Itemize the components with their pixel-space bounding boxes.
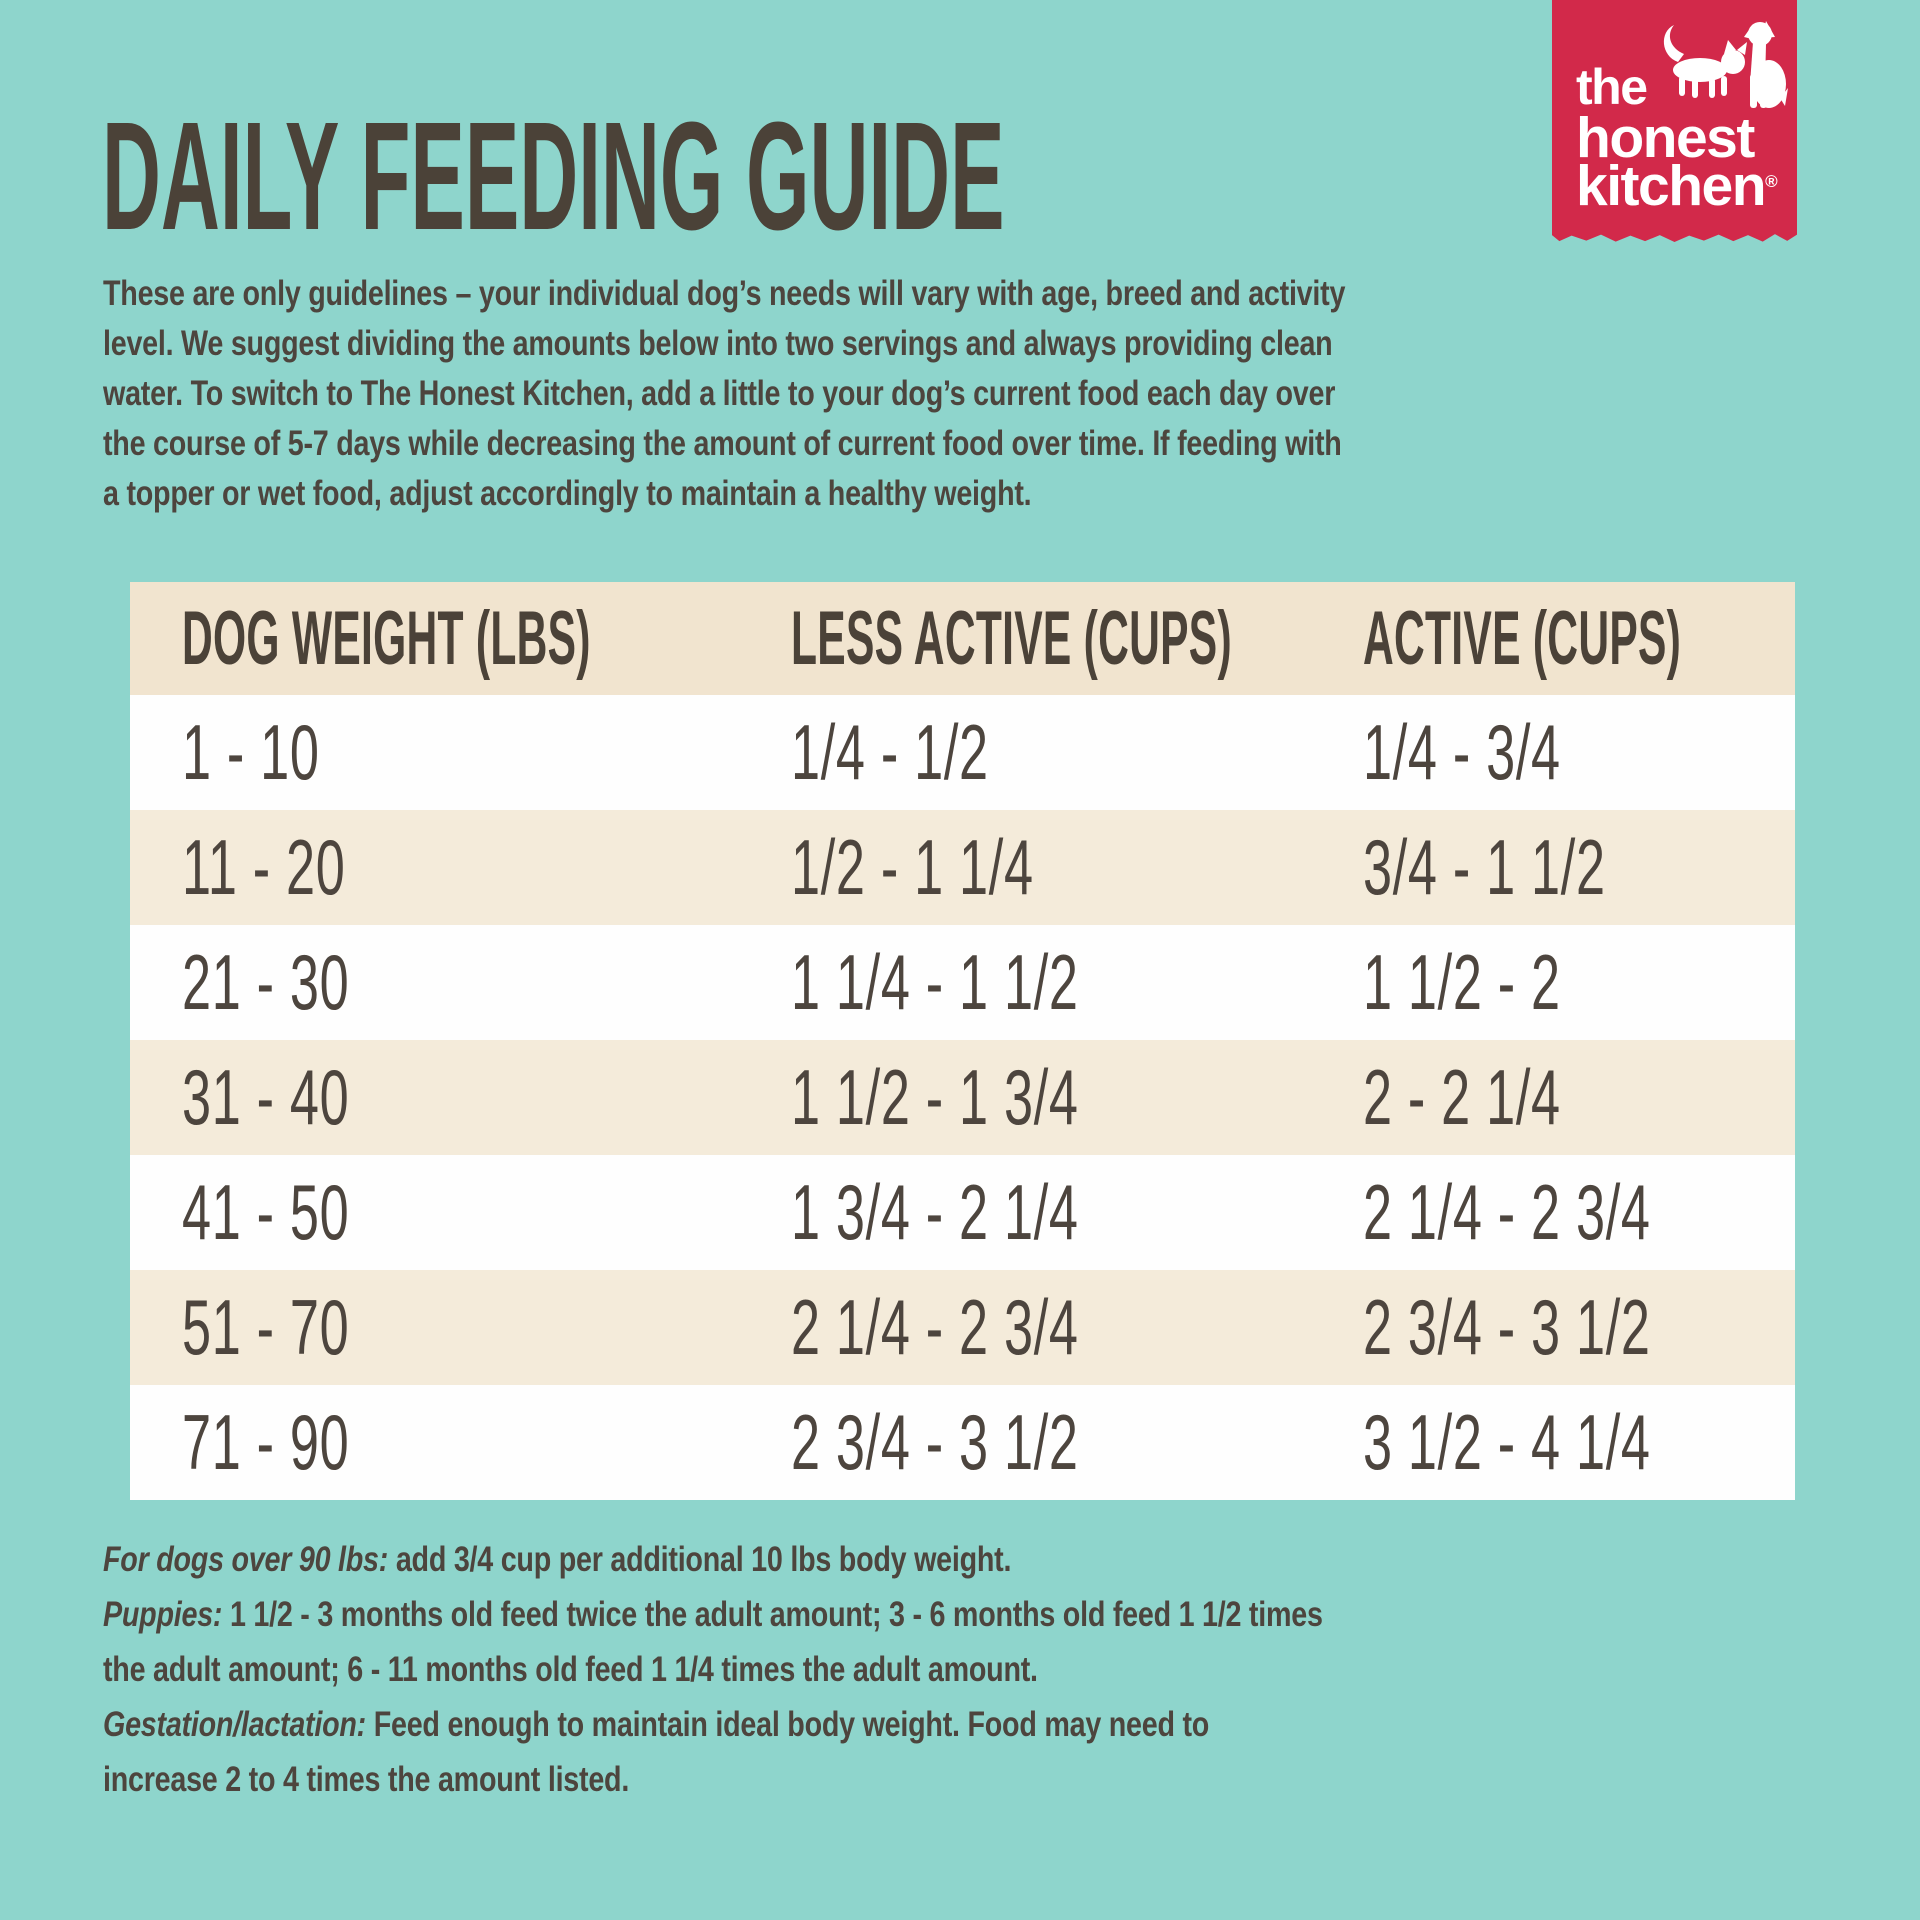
cell-active: 2 1/4 - 2 3/4 (1363, 1155, 1792, 1270)
cell-less-active: 2 1/4 - 2 3/4 (791, 1270, 1220, 1385)
note-label: For dogs over 90 lbs: (103, 1540, 389, 1579)
cell-dog-weight: 11 - 20 (182, 810, 426, 925)
cell-dog-weight: 1 - 10 (182, 695, 387, 810)
cell-value: 1 1/2 - 1 3/4 (791, 1053, 1079, 1141)
intro-line: These are only guidelines – your individ… (103, 274, 1346, 313)
cell-dog-weight: 21 - 30 (182, 925, 432, 1040)
cell-less-active: 1 1/2 - 1 3/4 (791, 1040, 1220, 1155)
cell-value: 1 3/4 - 2 1/4 (791, 1168, 1079, 1256)
cell-less-active: 1/2 - 1 1/4 (791, 810, 1153, 925)
column-header-label: LESS ACTIVE (CUPS) (791, 596, 1232, 681)
cell-value: 2 3/4 - 3 1/2 (791, 1398, 1079, 1486)
cell-dog-weight: 41 - 50 (182, 1155, 432, 1270)
cell-less-active: 1/4 - 1/2 (791, 695, 1086, 810)
cell-value: 1 1/4 - 1 1/2 (791, 938, 1079, 1026)
note-line-puppies-cont: the adult amount; 6 - 11 months old feed… (103, 1642, 1323, 1697)
column-header-dog-weight: DOG WEIGHT (LBS) (182, 582, 912, 695)
cell-value: 2 - 2 1/4 (1363, 1053, 1561, 1141)
cell-value: 51 - 70 (182, 1283, 350, 1371)
cell-dog-weight: 51 - 70 (182, 1270, 432, 1385)
cell-value: 11 - 20 (182, 823, 346, 911)
cat-icon (1663, 25, 1747, 98)
cell-value: 1/4 - 1/2 (791, 708, 989, 796)
cell-active: 3/4 - 1 1/2 (1363, 810, 1725, 925)
logo-word-the: the (1576, 59, 1648, 115)
note-text: add 3/4 cup per additional 10 lbs body w… (388, 1540, 1012, 1579)
note-line-gestation-cont: increase 2 to 4 times the amount listed. (103, 1752, 1323, 1807)
cell-active: 2 3/4 - 3 1/2 (1363, 1270, 1792, 1385)
logo-word-honest: honest (1576, 106, 1755, 170)
note-text: Feed enough to maintain ideal body weigh… (365, 1705, 1210, 1744)
cell-value: 2 3/4 - 3 1/2 (1363, 1283, 1651, 1371)
dog-icon (1744, 21, 1788, 108)
cell-active: 1 1/2 - 2 (1363, 925, 1658, 1040)
registered-trademark-symbol: ® (1765, 172, 1778, 191)
cell-value: 2 1/4 - 2 3/4 (1363, 1168, 1651, 1256)
cell-less-active: 1 1/4 - 1 1/2 (791, 925, 1220, 1040)
cell-value: 2 1/4 - 2 3/4 (791, 1283, 1079, 1371)
logo-word-kitchen-text: kitchen (1576, 154, 1767, 218)
intro-line: a topper or wet food, adjust accordingly… (103, 474, 1032, 513)
table-row: 41 - 50 1 3/4 - 2 1/4 2 1/4 - 2 3/4 (130, 1155, 1795, 1270)
intro-line: the course of 5-7 days while decreasing … (103, 424, 1342, 463)
cell-dog-weight: 71 - 90 (182, 1385, 432, 1500)
honest-kitchen-logo: the honest kitchen® (1552, 0, 1797, 243)
cell-active: 2 - 2 1/4 (1363, 1040, 1658, 1155)
table-row: 21 - 30 1 1/4 - 1 1/2 1 1/2 - 2 (130, 925, 1795, 1040)
intro-line: level. We suggest dividing the amounts b… (103, 324, 1333, 363)
note-label: Puppies: (103, 1595, 223, 1634)
note-line-gestation: Gestation/lactation: Feed enough to main… (103, 1697, 1323, 1752)
cell-less-active: 2 3/4 - 3 1/2 (791, 1385, 1220, 1500)
note-text: increase 2 to 4 times the amount listed. (103, 1760, 630, 1799)
column-header-active: ACTIVE (CUPS) (1363, 582, 1920, 695)
cell-value: 3 1/2 - 4 1/4 (1363, 1398, 1651, 1486)
note-line-puppies: Puppies: 1 1/2 - 3 months old feed twice… (103, 1587, 1323, 1642)
intro-line: water. To switch to The Honest Kitchen, … (103, 374, 1336, 413)
intro-paragraph: These are only guidelines – your individ… (103, 269, 1618, 519)
cell-active: 1/4 - 3/4 (1363, 695, 1658, 810)
page-title: DAILY FEEDING GUIDE (102, 90, 1005, 262)
cell-value: 1/2 - 1 1/4 (791, 823, 1034, 911)
cell-active: 3 1/2 - 4 1/4 (1363, 1385, 1792, 1500)
cell-dog-weight: 31 - 40 (182, 1040, 432, 1155)
cell-value: 21 - 30 (182, 938, 350, 1026)
table-header-row: DOG WEIGHT (LBS) LESS ACTIVE (CUPS) ACTI… (130, 582, 1795, 695)
logo-word-kitchen: kitchen® (1576, 158, 1778, 215)
column-header-label: DOG WEIGHT (LBS) (182, 596, 591, 681)
column-header-less-active: LESS ACTIVE (CUPS) (791, 582, 1578, 695)
cell-value: 1 - 10 (182, 708, 320, 796)
cell-value: 31 - 40 (182, 1053, 350, 1141)
table-row: 11 - 20 1/2 - 1 1/4 3/4 - 1 1/2 (130, 810, 1795, 925)
table-row: 31 - 40 1 1/2 - 1 3/4 2 - 2 1/4 (130, 1040, 1795, 1155)
table-row: 51 - 70 2 1/4 - 2 3/4 2 3/4 - 3 1/2 (130, 1270, 1795, 1385)
table-row: 71 - 90 2 3/4 - 3 1/2 3 1/2 - 4 1/4 (130, 1385, 1795, 1500)
note-text: 1 1/2 - 3 months old feed twice the adul… (222, 1595, 1323, 1634)
note-line-over-90lbs: For dogs over 90 lbs: add 3/4 cup per ad… (103, 1532, 1323, 1587)
cell-value: 41 - 50 (182, 1168, 350, 1256)
note-label: Gestation/lactation: (103, 1705, 366, 1744)
cell-less-active: 1 3/4 - 2 1/4 (791, 1155, 1220, 1270)
cell-value: 3/4 - 1 1/2 (1363, 823, 1606, 911)
note-text: the adult amount; 6 - 11 months old feed… (103, 1650, 1038, 1689)
column-header-label: ACTIVE (CUPS) (1363, 596, 1682, 681)
cell-value: 71 - 90 (182, 1398, 350, 1486)
feeding-table: DOG WEIGHT (LBS) LESS ACTIVE (CUPS) ACTI… (130, 582, 1795, 1500)
table-row: 1 - 10 1/4 - 1/2 1/4 - 3/4 (130, 695, 1795, 810)
cell-value: 1/4 - 3/4 (1363, 708, 1561, 796)
logo-pets-art (1663, 21, 1788, 108)
cell-value: 1 1/2 - 2 (1363, 938, 1561, 1026)
footnotes: For dogs over 90 lbs: add 3/4 cup per ad… (103, 1532, 1590, 1807)
